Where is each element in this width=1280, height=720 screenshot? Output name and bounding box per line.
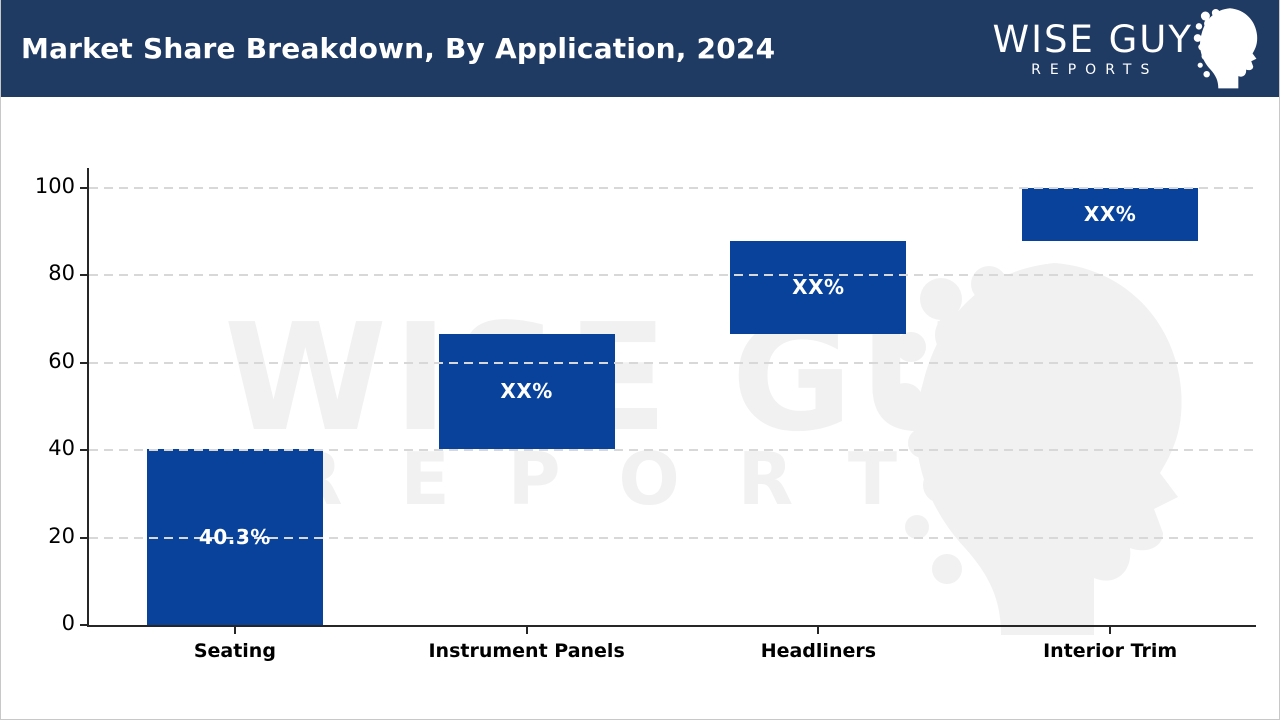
- x-category-label: Interior Trim: [1043, 640, 1178, 662]
- x-category-label: Instrument Panels: [428, 640, 625, 662]
- y-tick-label: 100: [34, 173, 75, 198]
- bar-value-label: XX%: [500, 379, 553, 404]
- y-tick-label: 40: [48, 436, 75, 460]
- gridline-100: [89, 186, 1256, 189]
- y-axis-line: [87, 168, 89, 627]
- gridline-60: [89, 361, 1256, 364]
- watermark-subtitle: REPORTS: [287, 437, 1065, 521]
- y-tick-mark: [80, 361, 88, 364]
- y-tick-label: 60: [48, 348, 75, 373]
- gridline-40: [89, 449, 1256, 451]
- logo-subtitle: REPORTS: [1031, 61, 1159, 78]
- x-tick-mark: [817, 626, 820, 634]
- bar-instrument-panels: [438, 333, 615, 449]
- logo-face-icon: [1193, 7, 1258, 88]
- bar-value-label: XX%: [792, 275, 845, 300]
- x-category-label: Headliners: [760, 640, 877, 662]
- x-axis-line: [87, 625, 1256, 627]
- y-tick-mark: [80, 449, 88, 451]
- bar-headliners: [730, 240, 907, 334]
- x-tick-mark: [1109, 626, 1112, 634]
- y-tick-mark: [80, 536, 88, 539]
- x-tick-mark: [525, 626, 528, 634]
- gridline-80: [89, 274, 1256, 276]
- y-tick-label: 80: [48, 261, 75, 285]
- bar-interior-trim: [1022, 187, 1199, 241]
- bar-value-label: 40.3%: [198, 524, 271, 549]
- header-bar: Market Share Breakdown, By Application, …: [1, 0, 1279, 97]
- wise-guy-logo: WISE GUY REPORTS: [993, 7, 1265, 91]
- logo-wordmark: WISE GUY: [992, 17, 1193, 61]
- y-tick-label: 20: [48, 523, 75, 548]
- watermark-face-icon: [887, 263, 1182, 635]
- logo-text: WISE GUY REPORTS: [993, 21, 1193, 77]
- x-category-label: Seating: [193, 640, 276, 662]
- y-tick-mark: [80, 274, 88, 276]
- gridline-20: [89, 536, 1256, 539]
- y-tick-label: 0: [61, 611, 75, 635]
- bar-value-label: XX%: [1083, 202, 1137, 227]
- y-tick-mark: [80, 624, 88, 626]
- page-title: Market Share Breakdown, By Application, …: [21, 32, 776, 65]
- y-tick-mark: [80, 186, 88, 189]
- x-tick-mark: [233, 626, 236, 634]
